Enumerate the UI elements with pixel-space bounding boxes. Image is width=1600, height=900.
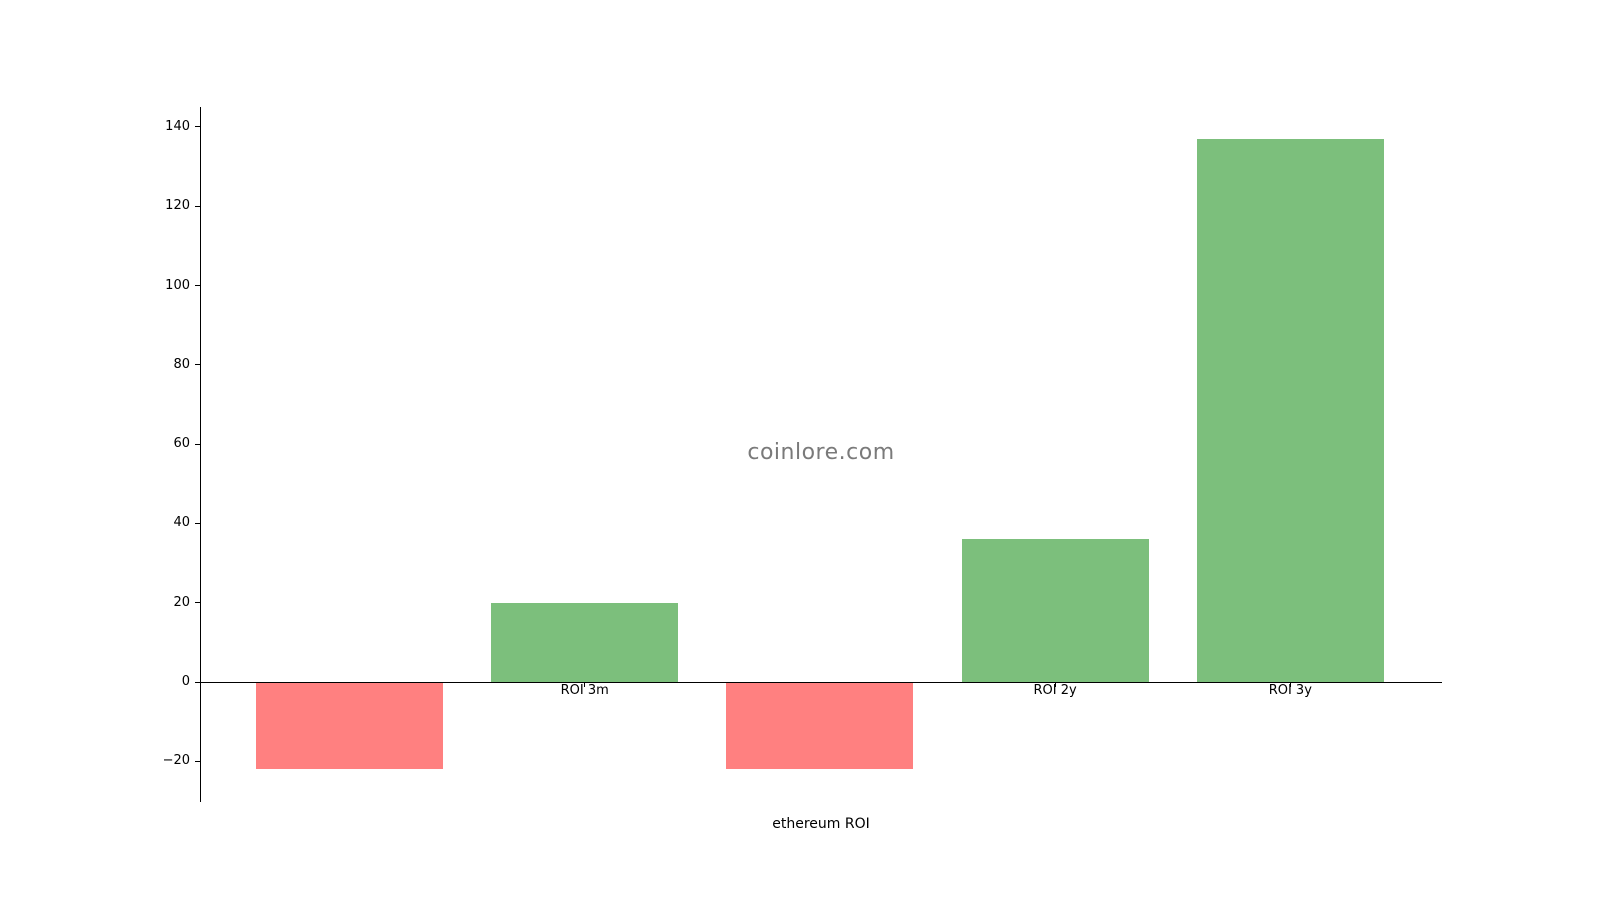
bar-roi-3m (491, 602, 679, 682)
y-tick-label-0: 0 (181, 674, 190, 689)
bar-2 (726, 682, 914, 770)
y-tick-label-40: 40 (173, 515, 190, 531)
y-tick-label-80: 80 (173, 356, 190, 372)
x-tick-label-roi-2y: ROI 2y (1033, 683, 1077, 698)
bar-0 (256, 682, 443, 770)
x-tick-label-roi-3y: ROI 3y (1268, 683, 1312, 698)
y-tick-label--20: −20 (162, 753, 190, 769)
x-tick-label-roi-3m: ROI 3m (560, 683, 609, 698)
y-tick-label-100: 100 (165, 277, 190, 293)
watermark: coinlore.com (747, 440, 895, 465)
y-tick-120 (195, 205, 200, 207)
y-axis-line (200, 107, 201, 802)
y-tick-40 (195, 522, 200, 524)
y-tick-label-20: 20 (173, 594, 190, 610)
y-tick--20 (195, 760, 200, 762)
y-tick-80 (195, 364, 200, 366)
x-tick-4 (1289, 682, 1291, 687)
x-tick-1 (584, 682, 586, 687)
y-tick-0 (195, 681, 200, 683)
y-tick-140 (195, 126, 200, 128)
y-tick-label-120: 120 (165, 198, 190, 214)
x-axis-line (200, 682, 1442, 683)
bar-roi-3y (1196, 138, 1384, 682)
bar-roi-2y (961, 539, 1149, 682)
y-tick-label-60: 60 (173, 436, 190, 452)
x-tick-3 (1054, 682, 1056, 687)
y-tick-20 (195, 602, 200, 604)
x-axis-title: ethereum ROI (772, 816, 870, 832)
y-tick-label-140: 140 (165, 118, 190, 134)
y-tick-100 (195, 285, 200, 287)
y-tick-60 (195, 443, 200, 445)
